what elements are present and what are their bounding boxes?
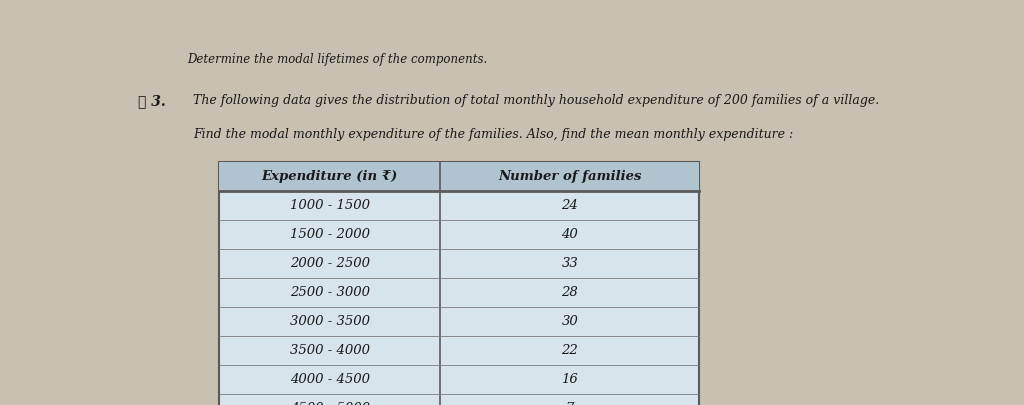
- Text: 33: 33: [561, 258, 579, 271]
- Text: 3000 - 3500: 3000 - 3500: [290, 315, 370, 328]
- Bar: [219, 162, 699, 192]
- Text: 4000 - 4500: 4000 - 4500: [290, 373, 370, 386]
- Text: Expenditure (in ₹): Expenditure (in ₹): [261, 171, 397, 183]
- Text: 1000 - 1500: 1000 - 1500: [290, 199, 370, 213]
- Text: Determine the modal lifetimes of the components.: Determine the modal lifetimes of the com…: [187, 53, 487, 66]
- Text: 40: 40: [561, 228, 579, 241]
- Text: 22: 22: [561, 344, 579, 358]
- Text: 4500 - 5000: 4500 - 5000: [290, 403, 370, 405]
- Text: Number of families: Number of families: [498, 171, 641, 183]
- Text: 2500 - 3000: 2500 - 3000: [290, 286, 370, 299]
- Text: 28: 28: [561, 286, 579, 299]
- Text: 3500 - 4000: 3500 - 4000: [290, 344, 370, 358]
- Text: 1500 - 2000: 1500 - 2000: [290, 228, 370, 241]
- Text: 2000 - 2500: 2000 - 2500: [290, 258, 370, 271]
- Text: 30: 30: [561, 315, 579, 328]
- Text: ★ 3.: ★ 3.: [137, 94, 165, 108]
- Text: The following data gives the distribution of total monthly household expenditure: The following data gives the distributio…: [194, 94, 880, 107]
- Text: 7: 7: [565, 403, 573, 405]
- Text: 24: 24: [561, 199, 579, 213]
- Text: 16: 16: [561, 373, 579, 386]
- Text: Find the modal monthly expenditure of the families. Also, find the mean monthly : Find the modal monthly expenditure of th…: [194, 128, 794, 141]
